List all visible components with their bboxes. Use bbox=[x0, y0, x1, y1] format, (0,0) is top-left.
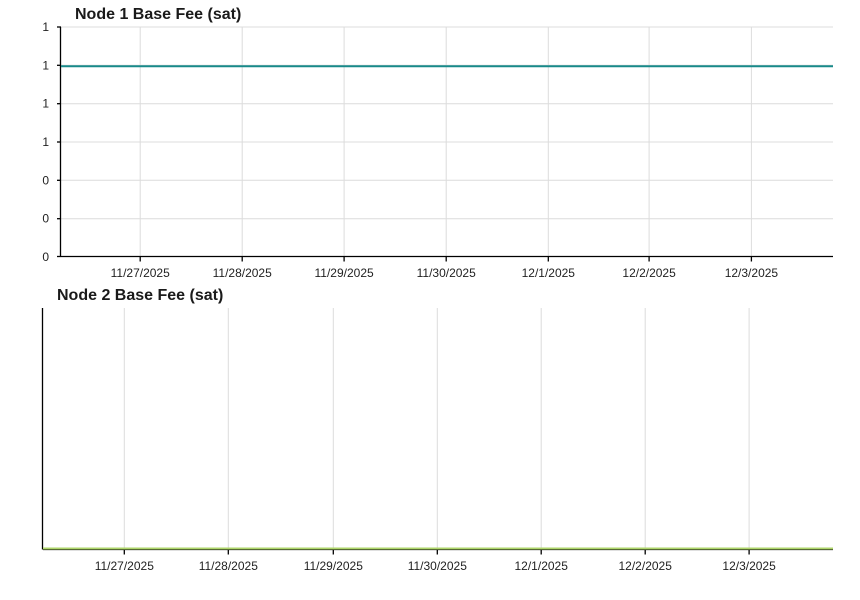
svg-text:11/28/2025: 11/28/2025 bbox=[213, 266, 272, 280]
svg-text:11/30/2025: 11/30/2025 bbox=[408, 559, 467, 573]
svg-text:1: 1 bbox=[42, 135, 49, 149]
svg-text:Node 1 Base Fee (sat): Node 1 Base Fee (sat) bbox=[75, 6, 241, 23]
svg-text:12/3/2025: 12/3/2025 bbox=[725, 266, 779, 280]
svg-text:0: 0 bbox=[42, 173, 49, 187]
svg-text:1: 1 bbox=[42, 58, 49, 72]
svg-text:12/2/2025: 12/2/2025 bbox=[622, 266, 676, 280]
svg-text:11/27/2025: 11/27/2025 bbox=[95, 559, 154, 573]
svg-text:0: 0 bbox=[42, 250, 49, 264]
svg-text:11/28/2025: 11/28/2025 bbox=[199, 559, 258, 573]
svg-text:12/1/2025: 12/1/2025 bbox=[522, 266, 576, 280]
svg-text:Node 2 Base Fee (sat): Node 2 Base Fee (sat) bbox=[57, 287, 223, 304]
svg-text:11/27/2025: 11/27/2025 bbox=[111, 266, 170, 280]
svg-text:12/2/2025: 12/2/2025 bbox=[619, 559, 673, 573]
svg-text:12/3/2025: 12/3/2025 bbox=[722, 559, 776, 573]
svg-text:1: 1 bbox=[42, 20, 49, 34]
svg-text:12/1/2025: 12/1/2025 bbox=[515, 559, 569, 573]
svg-text:11/29/2025: 11/29/2025 bbox=[304, 559, 363, 573]
svg-text:1: 1 bbox=[42, 97, 49, 111]
svg-text:11/29/2025: 11/29/2025 bbox=[315, 266, 374, 280]
svg-text:0: 0 bbox=[42, 212, 49, 226]
svg-text:11/30/2025: 11/30/2025 bbox=[417, 266, 476, 280]
